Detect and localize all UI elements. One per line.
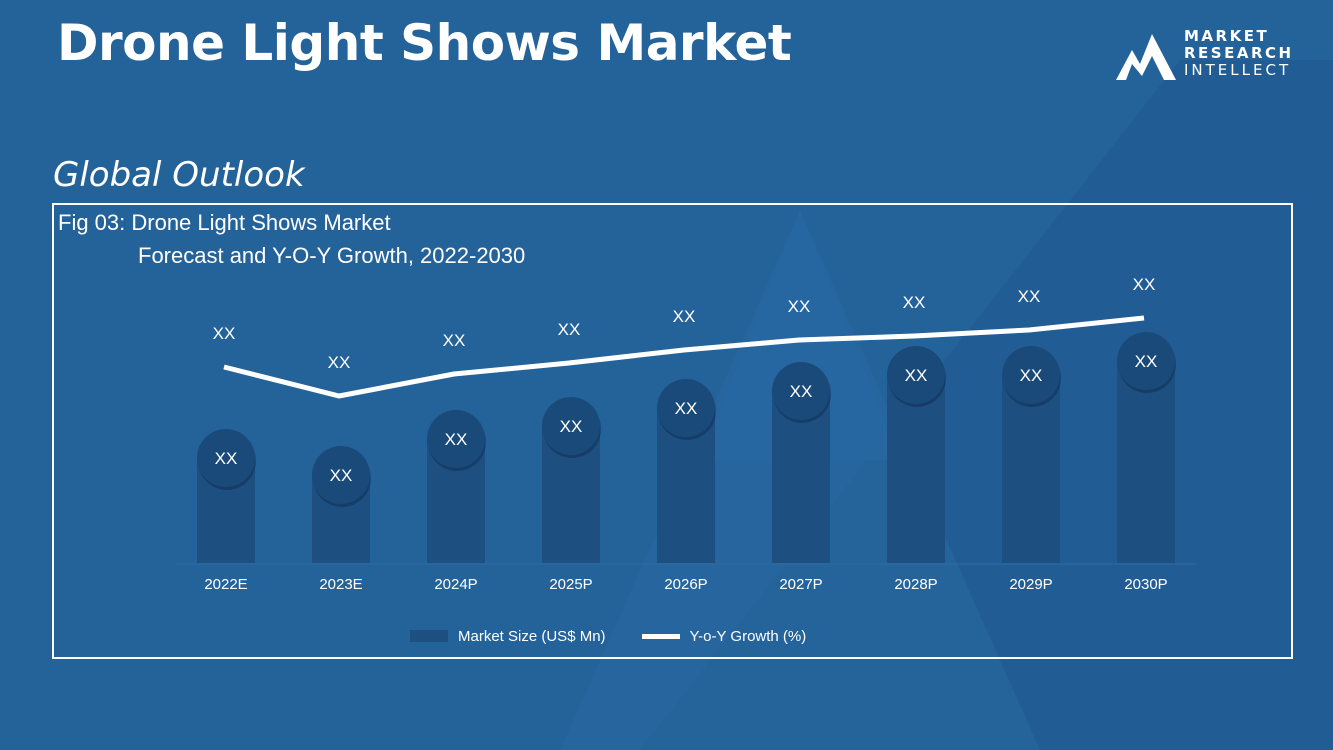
line-label-2024P: XX [443, 331, 466, 350]
bar-label-2029P: XX [1020, 366, 1043, 385]
section-subtitle: Global Outlook [53, 155, 305, 195]
bar-bubble-2026P [657, 379, 715, 437]
legend-swatch-bar [410, 630, 448, 642]
bar-label-2022E: XX [215, 449, 238, 468]
bar-bubble-2030P [1117, 332, 1175, 390]
legend-swatch-line [641, 633, 680, 639]
line-label-2027P: XX [788, 297, 811, 316]
bar-label-2023E: XX [330, 466, 353, 485]
line-label-2025P: XX [558, 320, 581, 339]
figure-caption-line1: Fig 03: Drone Light Shows Market [58, 210, 391, 235]
page-title: Drone Light Shows Market [57, 14, 792, 72]
line-label-2023E: XX [328, 353, 351, 372]
bar-bubble-2027P [772, 362, 830, 420]
x-tick-label-2027P: 2027P [779, 576, 822, 593]
bar-2029P [1002, 375, 1060, 563]
logo-mountain-icon [1116, 34, 1176, 80]
bar-bubble-2024P [427, 410, 485, 468]
x-tick-label-2025P: 2025P [549, 576, 592, 593]
line-label-2030P: XX [1133, 275, 1156, 294]
logo-line-research: RESEARCH [1184, 44, 1294, 62]
logo-line-intellect: INTELLECT [1184, 61, 1292, 79]
x-tick-label-2029P: 2029P [1009, 576, 1052, 593]
yoy-growth-line [223, 315, 1145, 399]
bar-bubble-2022E [197, 429, 255, 487]
x-tick-label-2022E: 2022E [204, 576, 247, 593]
bar-label-2030P: XX [1135, 352, 1158, 371]
bar-bubble-2029P [1002, 346, 1060, 404]
line-label-2028P: XX [903, 293, 926, 312]
brand-logo: MARKET RESEARCH INTELLECT [1114, 28, 1299, 84]
legend-label-yoy-growth: Y-o-Y Growth (%) [689, 627, 807, 645]
bar-bubble-2023E [312, 446, 370, 504]
legend-label-market-size: Market Size (US$ Mn) [458, 627, 606, 645]
bar-label-2024P: XX [445, 430, 468, 449]
logo-line-market: MARKET [1184, 27, 1270, 45]
bar-2030P [1117, 361, 1175, 563]
x-tick-label-2023E: 2023E [319, 576, 362, 593]
x-tick-label-2026P: 2026P [664, 576, 707, 593]
x-tick-label-2024P: 2024P [434, 576, 477, 593]
chart-frame [52, 203, 1293, 659]
x-tick-label-2028P: 2028P [894, 576, 937, 593]
line-label-2022E: XX [213, 324, 236, 343]
bar-bubble-2028P [887, 346, 945, 404]
bar-bubble-2025P [542, 397, 600, 455]
bar-2028P [887, 375, 945, 563]
bar-label-2027P: XX [790, 382, 813, 401]
bar-label-2025P: XX [560, 417, 583, 436]
line-label-2029P: XX [1018, 287, 1041, 306]
bar-label-2028P: XX [905, 366, 928, 385]
bar-label-2026P: XX [675, 399, 698, 418]
line-label-2026P: XX [673, 307, 696, 326]
x-tick-label-2030P: 2030P [1124, 576, 1167, 593]
figure-caption-line2: Forecast and Y-O-Y Growth, 2022-2030 [138, 243, 526, 268]
chart-legend: Market Size (US$ Mn) Y-o-Y Growth (%) [410, 625, 806, 647]
